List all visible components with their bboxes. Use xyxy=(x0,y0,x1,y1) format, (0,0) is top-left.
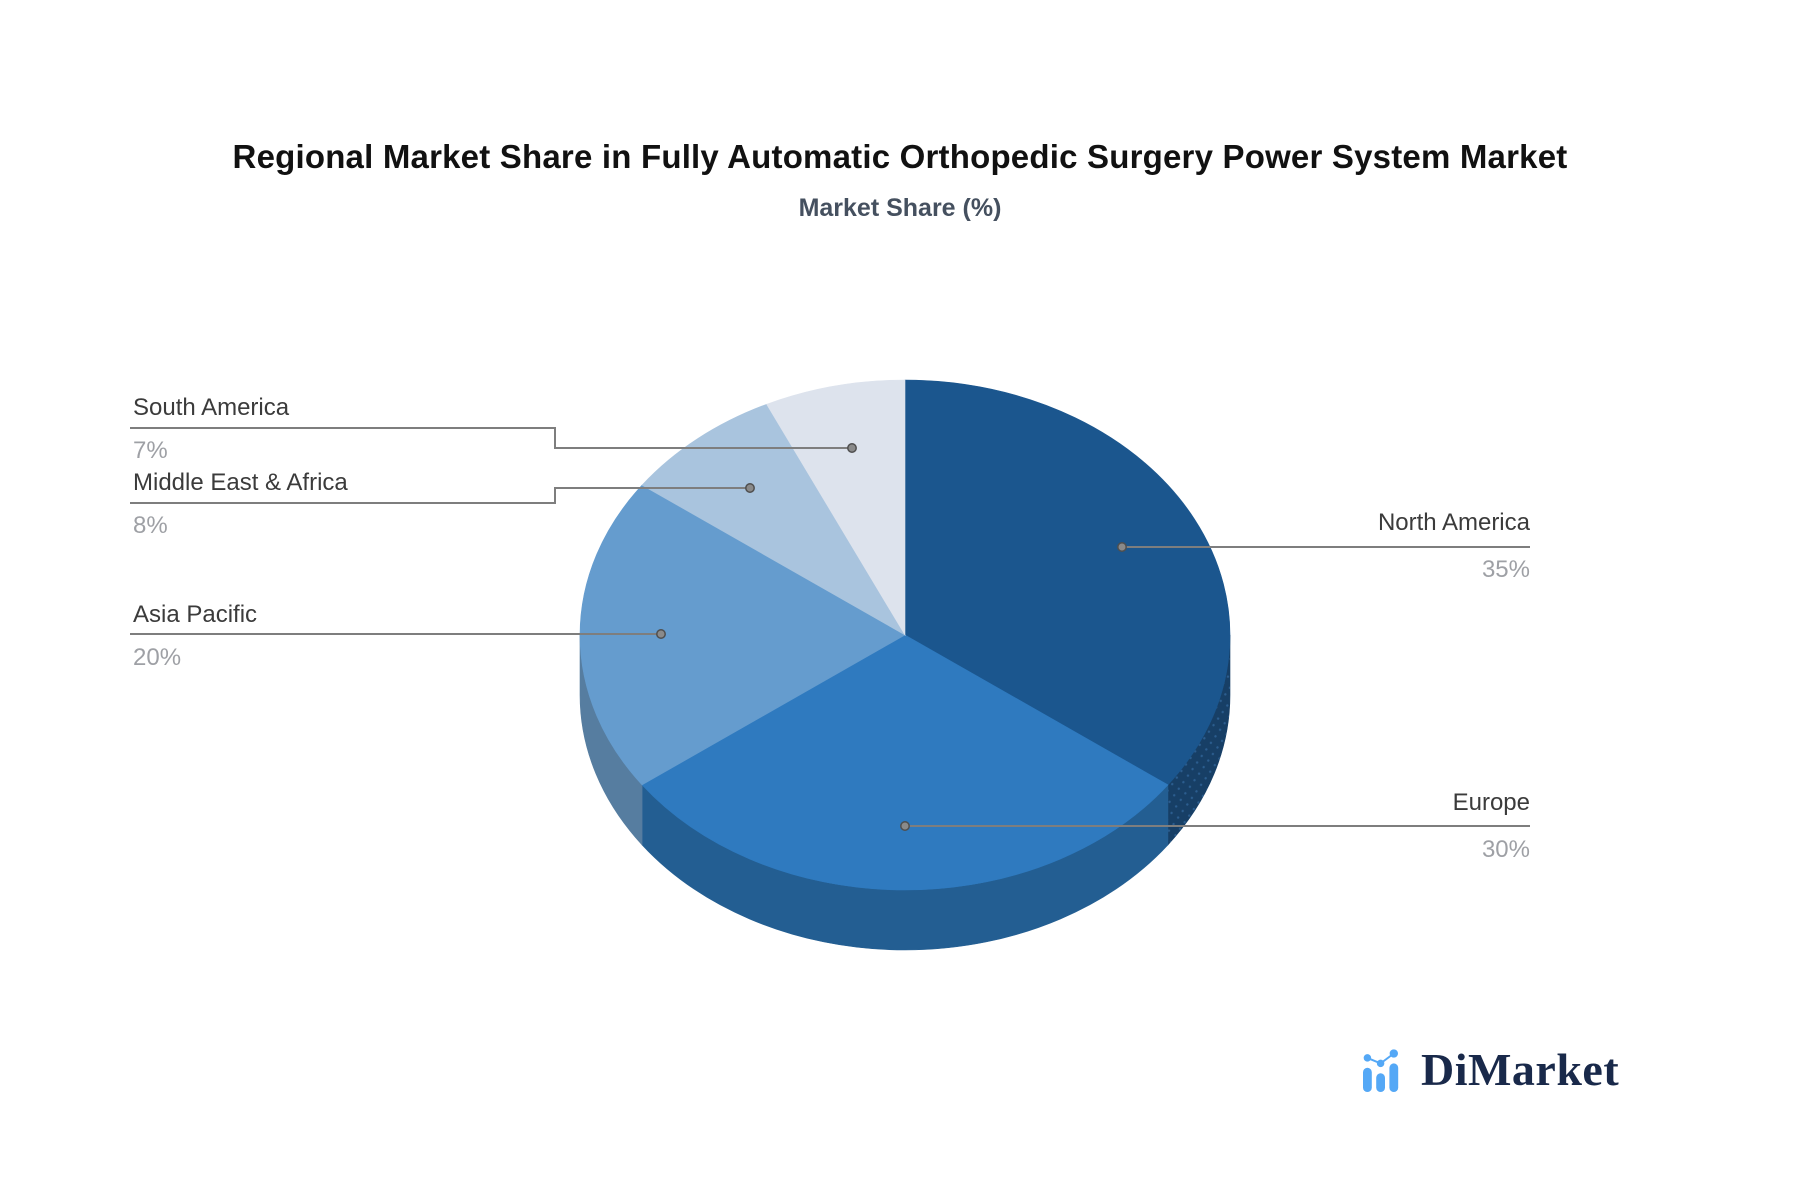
pie-side-texture xyxy=(1167,635,1230,845)
brand-logo: DiMarket xyxy=(1362,1044,1619,1096)
callout-label-asia-pacific: Asia Pacific xyxy=(133,601,258,628)
leader-dot-middle-east-africa xyxy=(745,483,755,493)
callout-value-asia-pacific: 20% xyxy=(133,644,182,671)
bar-chart-icon xyxy=(1363,1049,1399,1092)
leader-dot-north-america xyxy=(1117,542,1127,552)
pie-slice-south-america xyxy=(766,379,906,637)
chart-subtitle: Market Share (%) xyxy=(798,194,1002,222)
callout-value-middle-east-africa: 8% xyxy=(133,512,168,539)
page-title: Regional Market Share in Fully Automatic… xyxy=(232,138,1568,175)
callout-value-europe: 30% xyxy=(1481,836,1530,863)
callout-value-south-america: 7% xyxy=(133,437,168,464)
leader-dot-asia-pacific xyxy=(656,629,666,639)
callout-label-middle-east-africa: Middle East & Africa xyxy=(133,469,348,496)
leader-dot-europe xyxy=(900,821,910,831)
pie-slice-north-america xyxy=(904,379,1231,786)
brand-logo-text: DiMarket xyxy=(1421,1044,1620,1095)
leader-line-south-america xyxy=(130,427,852,449)
callout-label-north-america: North America xyxy=(1377,509,1530,536)
leader-line-middle-east-africa xyxy=(130,487,750,504)
callout-value-north-america: 35% xyxy=(1481,556,1530,583)
pie-slice-middle-east-africa xyxy=(641,403,906,636)
callout-label-south-america: South America xyxy=(133,394,290,421)
callout-label-europe: Europe xyxy=(1452,789,1530,816)
leader-dot-south-america xyxy=(847,443,857,453)
